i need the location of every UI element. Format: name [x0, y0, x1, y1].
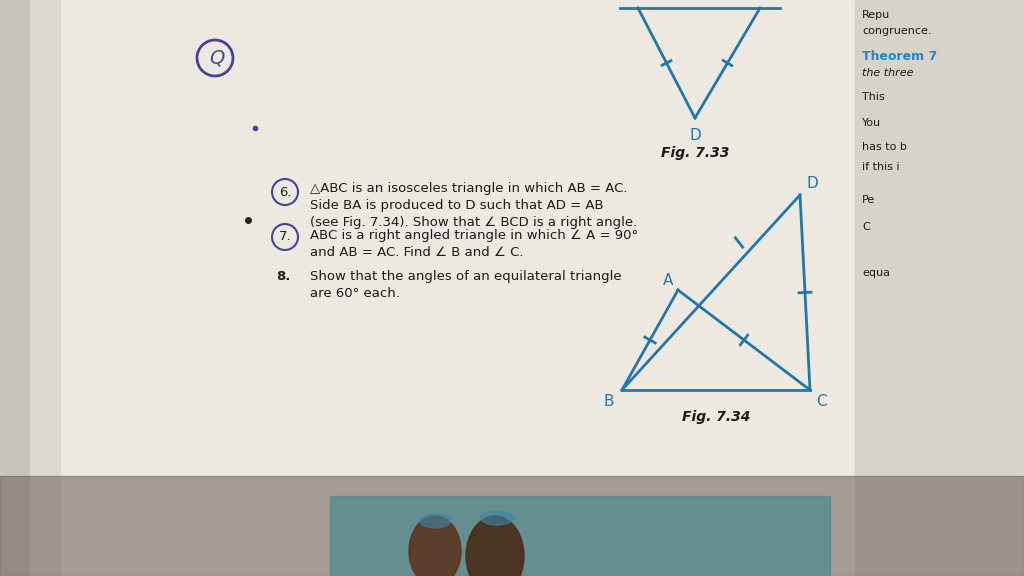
Text: are 60° each.: are 60° each. [310, 287, 400, 300]
Text: equa: equa [862, 268, 890, 278]
Text: Side BA is produced to D such that AD = AB: Side BA is produced to D such that AD = … [310, 199, 603, 212]
Bar [0, 0, 855, 576]
Text: and AB = AC. Find ∠ B and ∠ C.: and AB = AC. Find ∠ B and ∠ C. [310, 246, 523, 259]
Text: Q: Q [209, 48, 224, 67]
Text: Show that the angles of an equilateral triangle: Show that the angles of an equilateral t… [310, 270, 622, 283]
Ellipse shape [420, 514, 450, 528]
Text: B: B [603, 394, 614, 409]
Text: if this i: if this i [862, 162, 900, 172]
Bar [330, 496, 830, 576]
Text: 6.: 6. [279, 185, 291, 199]
Ellipse shape [409, 516, 461, 576]
Text: 8.: 8. [276, 270, 291, 283]
Bar [30, 0, 60, 576]
Text: Repu: Repu [862, 10, 890, 20]
Text: C: C [816, 394, 826, 409]
Bar [0, 476, 1024, 576]
Text: Fig. 7.33: Fig. 7.33 [660, 146, 729, 160]
Text: Fig. 7.34: Fig. 7.34 [682, 410, 751, 424]
Text: 7.: 7. [279, 230, 291, 244]
Text: △ABC is an isosceles triangle in which AB = AC.: △ABC is an isosceles triangle in which A… [310, 182, 628, 195]
Text: (see Fig. 7.34). Show that ∠ BCD is a right angle.: (see Fig. 7.34). Show that ∠ BCD is a ri… [310, 216, 637, 229]
Ellipse shape [466, 516, 524, 576]
Bar [0, 0, 30, 576]
Text: has to b: has to b [862, 142, 907, 152]
Text: congruence.: congruence. [862, 26, 932, 36]
Text: the three: the three [862, 68, 913, 78]
Text: D: D [806, 176, 818, 191]
Text: You: You [862, 118, 881, 128]
Ellipse shape [481, 511, 513, 525]
Text: A: A [663, 273, 673, 288]
Text: C: C [862, 222, 869, 232]
Bar [855, 0, 1024, 576]
Text: Pe: Pe [862, 195, 876, 205]
Text: This: This [862, 92, 885, 102]
Text: D: D [689, 128, 700, 143]
Text: Theorem 7: Theorem 7 [862, 50, 937, 63]
Text: ABC is a right angled triangle in which ∠ A = 90°: ABC is a right angled triangle in which … [310, 229, 638, 242]
